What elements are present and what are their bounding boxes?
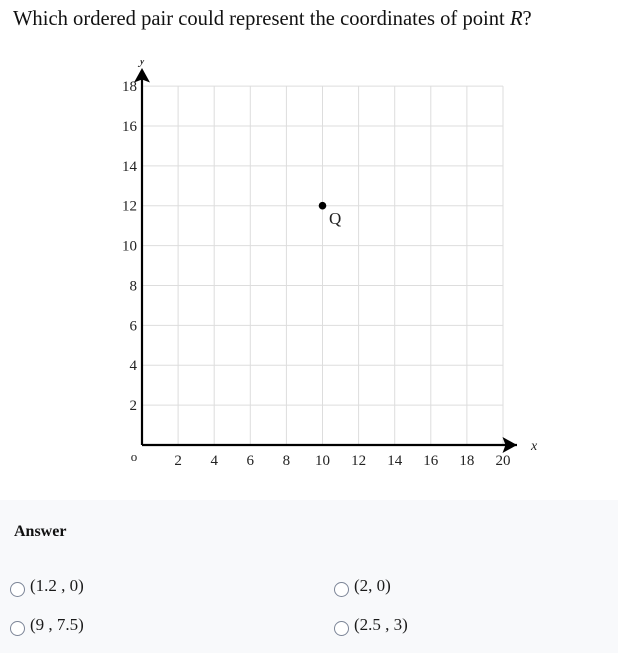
svg-text:12: 12 — [351, 453, 366, 469]
svg-text:Q: Q — [329, 209, 341, 228]
svg-text:12: 12 — [122, 199, 137, 215]
svg-text:y: y — [137, 60, 146, 68]
svg-text:o: o — [131, 449, 138, 464]
svg-text:18: 18 — [459, 453, 474, 469]
svg-text:4: 4 — [210, 453, 218, 469]
svg-text:14: 14 — [122, 159, 138, 175]
svg-text:16: 16 — [122, 119, 138, 135]
svg-text:4: 4 — [130, 358, 138, 374]
svg-text:2: 2 — [174, 453, 182, 469]
svg-text:x: x — [530, 439, 538, 454]
svg-text:14: 14 — [387, 453, 403, 469]
svg-text:6: 6 — [130, 318, 138, 334]
svg-text:8: 8 — [130, 278, 138, 294]
svg-text:10: 10 — [122, 239, 137, 255]
svg-text:8: 8 — [283, 453, 291, 469]
svg-text:6: 6 — [247, 453, 255, 469]
svg-text:16: 16 — [423, 453, 439, 469]
svg-text:10: 10 — [315, 453, 330, 469]
svg-text:2: 2 — [130, 398, 138, 414]
svg-text:20: 20 — [496, 453, 511, 469]
